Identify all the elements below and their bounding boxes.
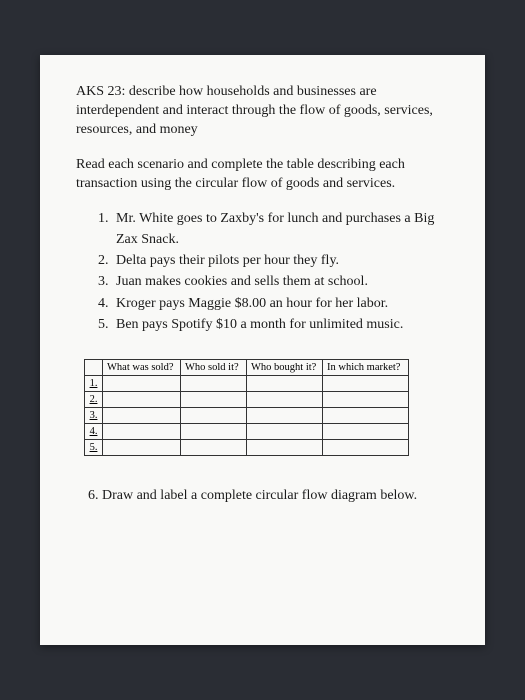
scenario-text: Mr. White goes to Zaxby's for lunch and …: [114, 209, 449, 250]
scenario-text: Delta pays their pilots per hour they fl…: [114, 251, 449, 271]
table-cell[interactable]: [247, 376, 323, 392]
answer-table: What was sold? Who sold it? Who bought i…: [84, 359, 409, 456]
table-column-header: Who sold it?: [181, 360, 247, 376]
table-cell[interactable]: [323, 424, 409, 440]
table-row-label: 2.: [85, 392, 103, 408]
table-cell[interactable]: [323, 440, 409, 456]
table-cell[interactable]: [181, 376, 247, 392]
table-row-label: 3.: [85, 408, 103, 424]
table-cell[interactable]: [103, 440, 181, 456]
scenario-text: Kroger pays Maggie $8.00 an hour for her…: [114, 294, 449, 314]
table-cell[interactable]: [181, 392, 247, 408]
table-cell[interactable]: [323, 392, 409, 408]
scenario-number: 2.: [98, 251, 114, 271]
table-column-header: In which market?: [323, 360, 409, 376]
table-header-row: What was sold? Who sold it? Who bought i…: [85, 360, 409, 376]
table-row: 2.: [85, 392, 409, 408]
table-cell[interactable]: [103, 408, 181, 424]
table-row: 5.: [85, 440, 409, 456]
question-6-number: 6.: [88, 488, 99, 503]
table-column-header: Who bought it?: [247, 360, 323, 376]
question-6: 6. Draw and label a complete circular fl…: [76, 488, 449, 504]
scenario-number: 3.: [98, 272, 114, 292]
scenario-text: Juan makes cookies and sells them at sch…: [114, 272, 449, 292]
table-cell[interactable]: [181, 408, 247, 424]
scenario-item: 1. Mr. White goes to Zaxby's for lunch a…: [98, 209, 449, 250]
scenario-number: 1.: [98, 209, 114, 250]
scenario-item: 5. Ben pays Spotify $10 a month for unli…: [98, 315, 449, 335]
question-6-text: Draw and label a complete circular flow …: [102, 488, 417, 503]
scenario-item: 2. Delta pays their pilots per hour they…: [98, 251, 449, 271]
table-cell[interactable]: [323, 376, 409, 392]
table-cell[interactable]: [181, 440, 247, 456]
worksheet-page: AKS 23: describe how households and busi…: [40, 55, 485, 645]
table-cell[interactable]: [103, 424, 181, 440]
table-row: 1.: [85, 376, 409, 392]
table-cell[interactable]: [181, 424, 247, 440]
table-cell[interactable]: [247, 408, 323, 424]
table-cell[interactable]: [247, 440, 323, 456]
table-row: 3.: [85, 408, 409, 424]
table-row: 4.: [85, 424, 409, 440]
scenario-text: Ben pays Spotify $10 a month for unlimit…: [114, 315, 449, 335]
table-cell[interactable]: [103, 376, 181, 392]
aks-header: AKS 23: describe how households and busi…: [76, 83, 449, 140]
table-cell[interactable]: [103, 392, 181, 408]
table-row-label: 4.: [85, 424, 103, 440]
scenario-list: 1. Mr. White goes to Zaxby's for lunch a…: [76, 209, 449, 335]
scenario-item: 3. Juan makes cookies and sells them at …: [98, 272, 449, 292]
table-row-label: 5.: [85, 440, 103, 456]
table-column-header: What was sold?: [103, 360, 181, 376]
table-row-label: 1.: [85, 376, 103, 392]
table-cell[interactable]: [323, 408, 409, 424]
table-cell[interactable]: [247, 424, 323, 440]
instructions-text: Read each scenario and complete the tabl…: [76, 156, 449, 194]
scenario-number: 4.: [98, 294, 114, 314]
scenario-item: 4. Kroger pays Maggie $8.00 an hour for …: [98, 294, 449, 314]
scenario-number: 5.: [98, 315, 114, 335]
answer-table-wrapper: What was sold? Who sold it? Who bought i…: [84, 359, 449, 456]
table-corner-cell: [85, 360, 103, 376]
table-cell[interactable]: [247, 392, 323, 408]
